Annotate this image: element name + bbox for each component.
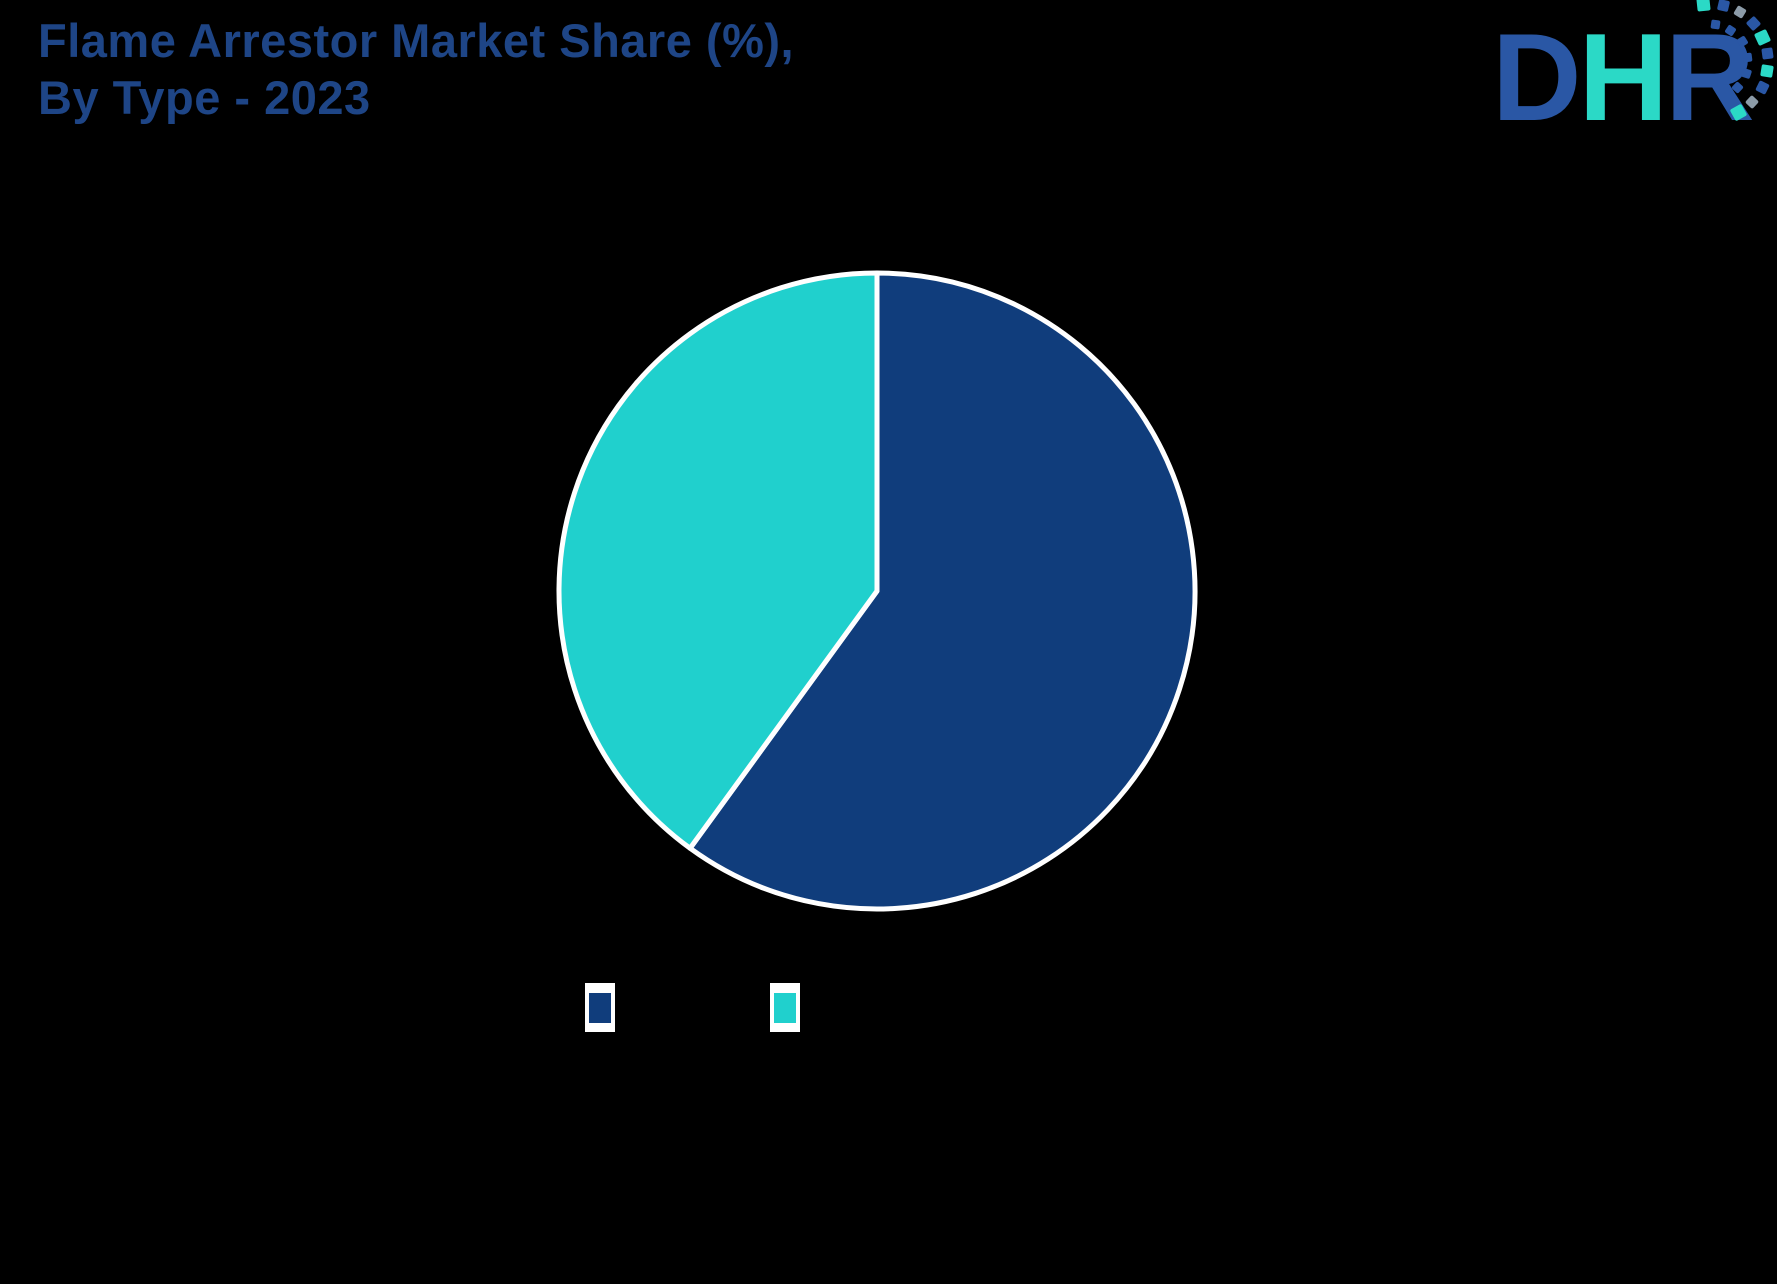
legend-item-0 [585,983,615,1032]
legend-swatch-0 [589,993,611,1023]
legend-swatch-1 [774,993,796,1023]
legend-item-1 [770,983,800,1032]
chart-title-line2: By Type - 2023 [38,71,371,124]
pie-slice-1 [556,270,880,851]
chart-title: Flame Arrestor Market Share (%), By Type… [38,12,794,126]
legend-swatch-frame-1 [770,983,800,1032]
logo-letter-d: D [1492,9,1582,147]
dhr-logo-letters: DHR [1492,16,1755,140]
legend-swatch-frame-0 [585,983,615,1032]
dhr-logo: DHR [1492,0,1777,159]
chart-title-line1: Flame Arrestor Market Share (%), [38,14,795,67]
chart-legend [585,983,800,1032]
logo-letter-h: H [1578,9,1669,147]
pie-slice-0 [687,270,1198,912]
